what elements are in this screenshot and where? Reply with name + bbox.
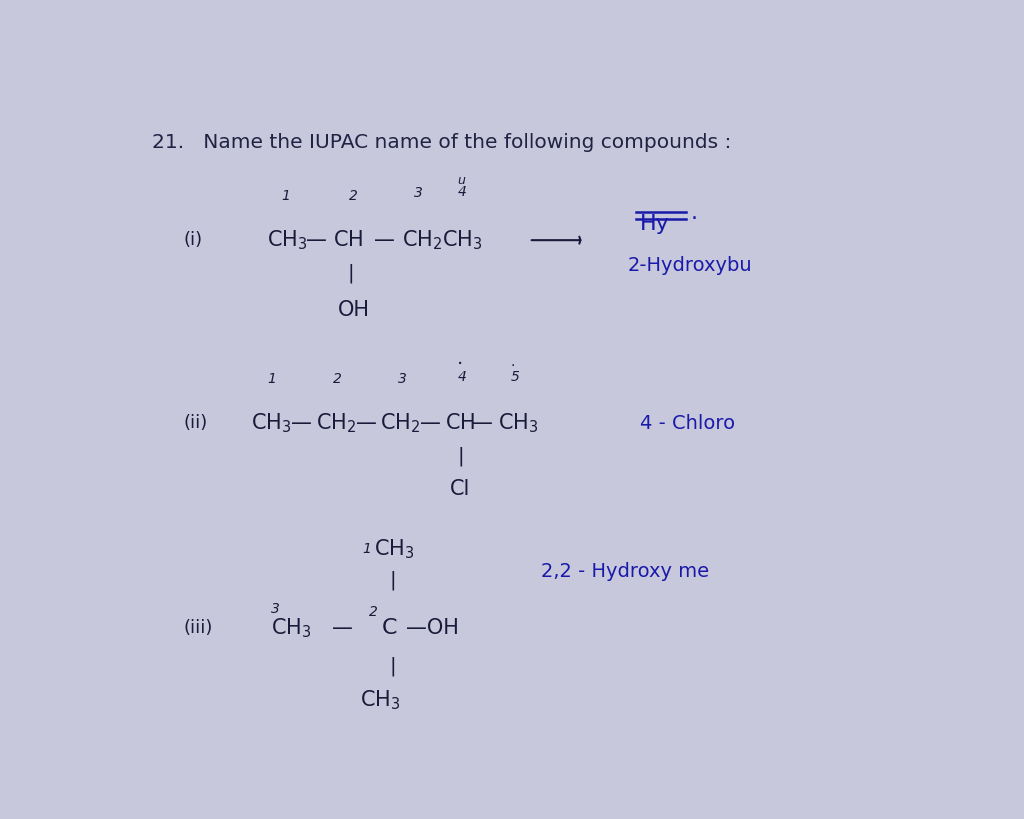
Text: 4: 4: [458, 184, 466, 199]
Text: 5: 5: [511, 370, 519, 384]
Text: —: —: [472, 413, 494, 433]
Text: (iii): (iii): [183, 619, 213, 637]
Text: |: |: [390, 656, 396, 676]
Text: —OH: —OH: [406, 618, 459, 638]
Text: 21.   Name the IUPAC name of the following compounds :: 21. Name the IUPAC name of the following…: [152, 133, 731, 152]
Text: 2: 2: [333, 372, 342, 386]
Text: |: |: [390, 571, 396, 590]
Text: 2: 2: [348, 189, 357, 203]
Text: —: —: [374, 230, 395, 250]
Text: u: u: [458, 174, 465, 187]
Text: $\mathregular{CH_3}$: $\mathregular{CH_3}$: [267, 229, 307, 252]
Text: $\mathregular{CH_2}$: $\mathregular{CH_2}$: [380, 411, 421, 435]
Text: 1: 1: [282, 189, 290, 203]
Text: |: |: [347, 263, 353, 283]
Text: 4: 4: [458, 370, 466, 384]
Text: ·: ·: [511, 359, 515, 373]
Text: .: .: [690, 203, 697, 223]
Text: $\mathregular{CH_3}$: $\mathregular{CH_3}$: [270, 616, 311, 640]
Text: (ii): (ii): [183, 414, 208, 432]
Text: $\mathregular{CH_3}$: $\mathregular{CH_3}$: [251, 411, 292, 435]
Text: 1: 1: [267, 372, 275, 386]
Text: Hy: Hy: [640, 215, 670, 234]
Text: OH: OH: [338, 300, 370, 319]
Text: 2,2 - Hydroxy me: 2,2 - Hydroxy me: [541, 562, 709, 581]
Text: $\mathregular{CH_2}$: $\mathregular{CH_2}$: [316, 411, 356, 435]
Text: —: —: [355, 413, 377, 433]
Text: $\mathregular{CH_3}$: $\mathregular{CH_3}$: [374, 537, 415, 561]
Text: —: —: [420, 413, 440, 433]
Text: 3: 3: [414, 186, 423, 200]
Text: $\mathregular{CH_3}$: $\mathregular{CH_3}$: [498, 411, 539, 435]
Text: —: —: [305, 230, 327, 250]
Text: $\mathregular{CH_2CH_3}$: $\mathregular{CH_2CH_3}$: [401, 229, 482, 252]
Text: Cl: Cl: [450, 479, 470, 500]
Text: $\mathregular{CH}$: $\mathregular{CH}$: [445, 413, 475, 433]
Text: 4 - Chloro: 4 - Chloro: [640, 414, 735, 432]
Text: 2-Hydroxybu: 2-Hydroxybu: [628, 256, 753, 275]
Text: $\mathregular{CH}$: $\mathregular{CH}$: [333, 230, 362, 250]
Text: 1: 1: [362, 542, 372, 556]
Text: (i): (i): [183, 231, 203, 249]
Text: ·: ·: [458, 355, 464, 374]
Text: 2: 2: [370, 605, 378, 619]
Text: $\mathregular{CH_3}$: $\mathregular{CH_3}$: [359, 689, 400, 713]
Text: —: —: [332, 618, 352, 638]
Text: —: —: [291, 413, 311, 433]
Text: C: C: [382, 618, 397, 638]
Text: 3: 3: [270, 602, 280, 616]
Text: 3: 3: [397, 372, 407, 386]
Text: |: |: [458, 446, 464, 465]
